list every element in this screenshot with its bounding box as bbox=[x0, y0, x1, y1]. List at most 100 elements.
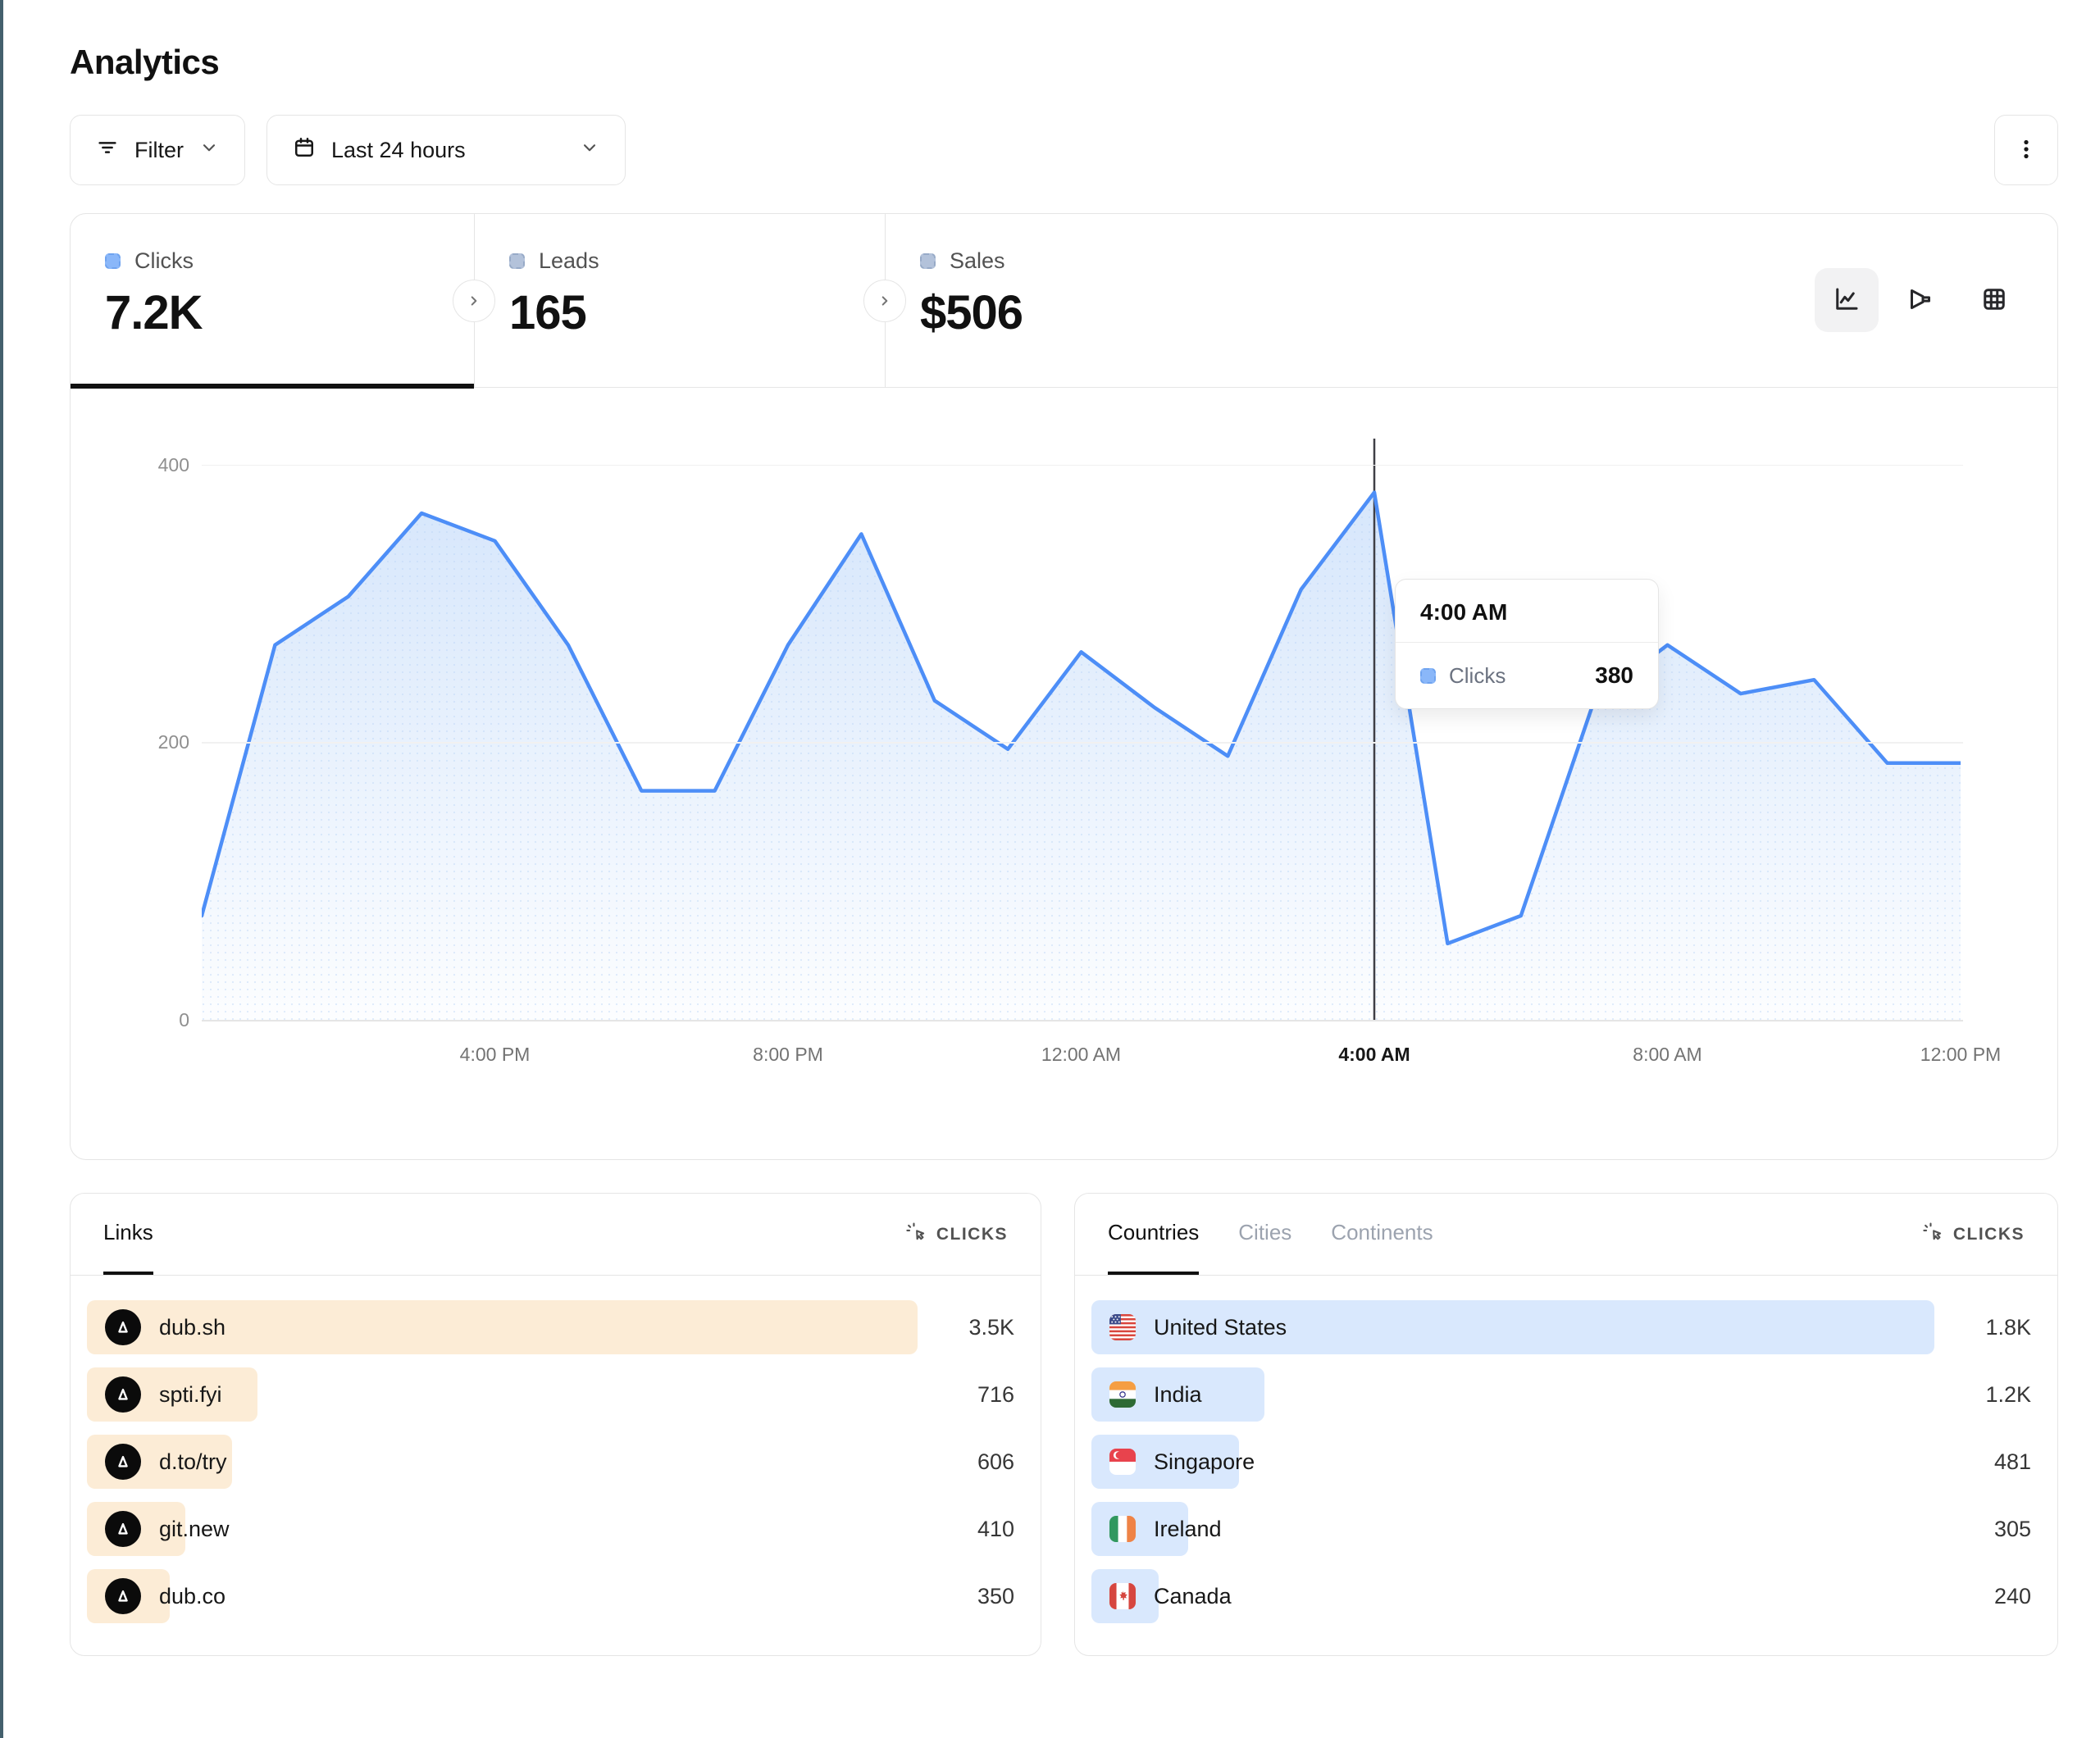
links-list: dub.sh 3.5K spti.fyi 716 d.to/try 606 git.new 4… bbox=[71, 1276, 1041, 1623]
country-label: Singapore bbox=[1154, 1449, 1255, 1475]
locations-tabs: Countries Cities Continents bbox=[1108, 1194, 1433, 1275]
clicks-legend-swatch bbox=[1420, 668, 1436, 684]
x-axis-label: 12:00 AM bbox=[1041, 1044, 1121, 1066]
link-clicks-value: 3.5K bbox=[918, 1315, 1024, 1340]
stats-tab-label: Leads bbox=[539, 248, 599, 274]
toolbar: Filter Last 24 hours bbox=[70, 115, 2058, 185]
links-metric-label: CLICKS bbox=[936, 1225, 1008, 1244]
link-row[interactable]: d.to/try 606 bbox=[87, 1435, 1024, 1489]
country-label: Canada bbox=[1154, 1584, 1232, 1609]
line-chart-icon bbox=[1832, 284, 1861, 316]
y-axis-label: 400 bbox=[71, 454, 189, 476]
tooltip-series-label: Clicks bbox=[1449, 663, 1582, 689]
link-row[interactable]: dub.sh 3.5K bbox=[87, 1300, 1024, 1354]
window-edge bbox=[0, 0, 3, 1738]
filter-button-label: Filter bbox=[134, 138, 184, 163]
locations-card: Countries Cities Continents CLICKS United … bbox=[1074, 1193, 2058, 1656]
clicks-legend-swatch bbox=[105, 253, 121, 269]
stats-tabs-row: Clicks7.2KLeads165Sales$506 bbox=[71, 214, 2057, 388]
clicks-chart[interactable]: 4:00 AM Clicks 380 0 200 400 4:00 PM 8:00 PM… bbox=[71, 388, 2057, 1159]
filter-icon bbox=[95, 135, 120, 166]
cursor-click-icon bbox=[1921, 1221, 1943, 1248]
link-label: dub.sh bbox=[159, 1315, 225, 1340]
tooltip-value: 380 bbox=[1595, 662, 1633, 689]
x-axis-label: 4:00 AM bbox=[1338, 1044, 1410, 1066]
tab-links[interactable]: Links bbox=[103, 1194, 153, 1275]
gridline-y-0 bbox=[202, 1020, 1963, 1021]
table-view-button[interactable] bbox=[1962, 268, 2026, 332]
area-chart-svg bbox=[202, 427, 1961, 1020]
link-clicks-value: 350 bbox=[918, 1584, 1024, 1609]
funnel-view-button[interactable] bbox=[1888, 268, 1952, 332]
chevron-down-icon bbox=[198, 137, 220, 164]
line-chart-view-button[interactable] bbox=[1815, 268, 1879, 332]
locations-metric-label: CLICKS bbox=[1953, 1225, 2025, 1244]
link-row[interactable]: spti.fyi 716 bbox=[87, 1367, 1024, 1422]
link-label: spti.fyi bbox=[159, 1382, 222, 1408]
country-row[interactable]: Ireland 305 bbox=[1091, 1502, 2041, 1556]
country-clicks-value: 240 bbox=[1934, 1584, 2041, 1609]
country-clicks-value: 305 bbox=[1934, 1517, 2041, 1542]
country-row[interactable]: Singapore481 bbox=[1091, 1435, 2041, 1489]
cursor-click-icon bbox=[904, 1221, 927, 1248]
x-axis-label: 4:00 PM bbox=[460, 1044, 531, 1066]
link-label: dub.co bbox=[159, 1584, 225, 1609]
link-label: d.to/try bbox=[159, 1449, 227, 1475]
leads-legend-swatch bbox=[509, 253, 525, 269]
ie-flag-icon bbox=[1109, 1516, 1136, 1542]
gridline-y-400 bbox=[202, 465, 1963, 466]
gridline-y-200 bbox=[202, 742, 1963, 744]
x-axis-label: 8:00 PM bbox=[753, 1044, 823, 1066]
chart-view-switcher bbox=[1815, 268, 2026, 332]
us-flag-icon bbox=[1109, 1314, 1136, 1340]
country-label: Ireland bbox=[1154, 1517, 1222, 1542]
sg-flag-icon bbox=[1109, 1449, 1136, 1475]
link-clicks-value: 716 bbox=[918, 1382, 1024, 1408]
in-flag-icon bbox=[1109, 1381, 1136, 1408]
link-row[interactable]: dub.co 350 bbox=[87, 1569, 1024, 1623]
country-row[interactable]: United States 1.8K bbox=[1091, 1300, 2041, 1354]
x-axis-label: 12:00 PM bbox=[1920, 1044, 2001, 1066]
y-axis-label: 0 bbox=[71, 1009, 189, 1031]
dub-logo-icon bbox=[105, 1578, 141, 1614]
tooltip-time: 4:00 AM bbox=[1396, 580, 1658, 643]
stats-tab-label: Sales bbox=[950, 248, 1005, 274]
country-label: United States bbox=[1154, 1315, 1287, 1340]
y-axis-label: 200 bbox=[71, 731, 189, 753]
more-options-button[interactable] bbox=[1994, 115, 2058, 185]
countries-list: United States 1.8K India 1.2K Singapore481 Ir… bbox=[1075, 1276, 2057, 1623]
link-clicks-value: 606 bbox=[918, 1449, 1024, 1475]
country-row[interactable]: India 1.2K bbox=[1091, 1367, 2041, 1422]
stats-tab-value: 7.2K bbox=[105, 285, 474, 340]
links-card: Links CLICKS dub.sh 3.5K spti.fyi 716 d.to/t… bbox=[70, 1193, 1041, 1656]
dub-logo-icon bbox=[105, 1376, 141, 1413]
country-label: India bbox=[1154, 1382, 1202, 1408]
links-metric-toggle[interactable]: CLICKS bbox=[904, 1221, 1008, 1248]
tab-cities[interactable]: Cities bbox=[1238, 1194, 1291, 1275]
breakdown-cards: Links CLICKS dub.sh 3.5K spti.fyi 716 d.to/t… bbox=[70, 1193, 2058, 1656]
chevron-down-icon bbox=[579, 137, 600, 164]
x-axis-label: 8:00 AM bbox=[1633, 1044, 1701, 1066]
link-clicks-value: 410 bbox=[918, 1517, 1024, 1542]
tab-countries[interactable]: Countries bbox=[1108, 1194, 1199, 1275]
country-clicks-value: 1.2K bbox=[1934, 1382, 2041, 1408]
stats-tab-clicks[interactable]: Clicks7.2K bbox=[71, 214, 474, 387]
date-range-button[interactable]: Last 24 hours bbox=[266, 115, 626, 185]
link-label: git.new bbox=[159, 1517, 230, 1542]
date-range-label: Last 24 hours bbox=[331, 138, 564, 163]
filter-button[interactable]: Filter bbox=[70, 115, 245, 185]
dub-logo-icon bbox=[105, 1511, 141, 1547]
locations-metric-toggle[interactable]: CLICKS bbox=[1921, 1221, 2025, 1248]
kebab-menu-icon bbox=[2014, 137, 2039, 164]
link-row[interactable]: git.new 410 bbox=[87, 1502, 1024, 1556]
analytics-page: Analytics Filter Last 24 hours bbox=[0, 0, 2100, 1738]
page-title: Analytics bbox=[70, 43, 2100, 82]
dub-logo-icon bbox=[105, 1444, 141, 1480]
chart-tooltip: 4:00 AM Clicks 380 bbox=[1395, 579, 1659, 709]
sales-legend-swatch bbox=[920, 253, 936, 269]
tab-continents[interactable]: Continents bbox=[1331, 1194, 1433, 1275]
country-clicks-value: 1.8K bbox=[1934, 1315, 2041, 1340]
country-row[interactable]: Canada 240 bbox=[1091, 1569, 2041, 1623]
stats-tab-value: 165 bbox=[509, 285, 885, 340]
stats-tab-leads[interactable]: Leads 165 bbox=[475, 214, 885, 387]
